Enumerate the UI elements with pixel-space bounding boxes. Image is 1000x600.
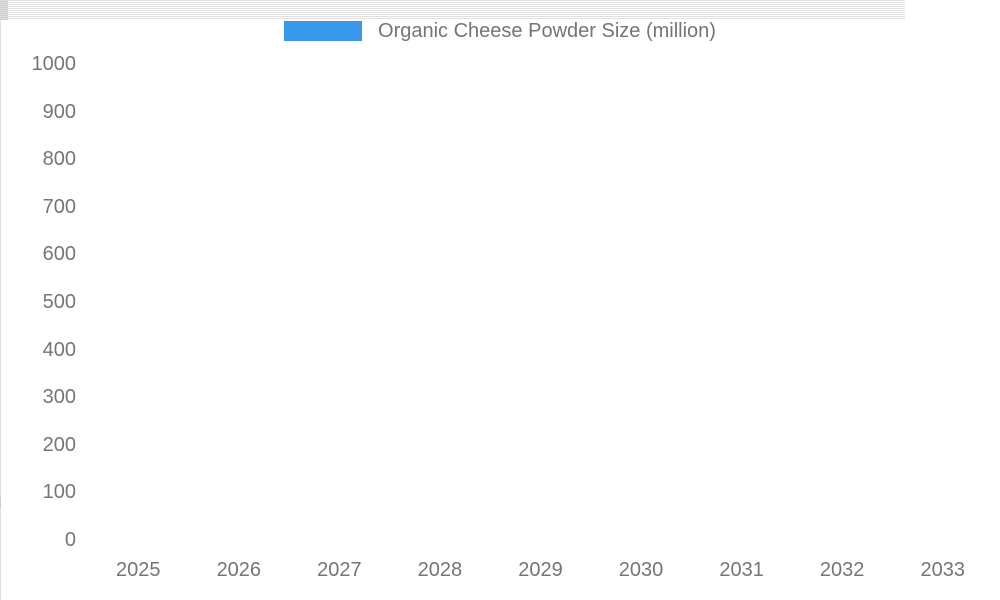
h-gridline (0, 2, 905, 3)
y-tick-label: 0 (64, 529, 76, 551)
bar-value-label: 732 (482, 288, 518, 311)
h-gridline (0, 12, 905, 13)
x-tick-label: 2027 (317, 559, 362, 581)
v-gridline (0, 20, 1, 496)
x-tick-label: 2028 (417, 559, 463, 581)
y-tick-mark (0, 17, 8, 18)
legend-label: Organic Cheese Powder Size (million) (378, 20, 716, 42)
y-tick-mark (0, 1, 8, 2)
y-tick-label: 100 (42, 481, 76, 504)
x-tick-mark (0, 496, 1, 508)
v-gridline (0, 508, 1, 600)
y-tick-label: 600 (42, 243, 76, 266)
y-tick-mark (0, 7, 8, 8)
y-tick-label: 900 (42, 100, 76, 123)
bar-value-label: 785 (482, 288, 518, 311)
h-gridline (0, 0, 905, 1)
x-tick-label: 2026 (216, 559, 262, 581)
legend-swatch-icon (284, 21, 363, 41)
x-tick-label: 2025 (116, 559, 161, 581)
h-gridline (0, 14, 905, 15)
y-tick-mark (0, 19, 8, 20)
x-tick-label: 2029 (518, 559, 563, 581)
x-tick-label: 2031 (719, 559, 764, 581)
bar-value-label: 520 (482, 288, 518, 311)
y-tick-mark (0, 3, 8, 4)
y-tick-label: 700 (42, 195, 76, 218)
bar-value-label: 595 (482, 288, 518, 311)
x-tick-label: 2033 (920, 559, 965, 581)
chart-legend[interactable]: Organic Cheese Powder Size (million) (0, 14, 1000, 48)
bar-value-label: 903 (482, 288, 518, 311)
x-tick-label: 2032 (819, 559, 865, 581)
y-tick-label: 1000 (31, 53, 77, 75)
y-tick-label: 500 (42, 291, 76, 313)
y-tick-mark (0, 13, 8, 14)
y-tick-mark (0, 11, 8, 12)
y-tick-label: 200 (42, 433, 76, 456)
h-gridline (0, 10, 905, 11)
h-gridline (0, 8, 905, 9)
y-tick-label: 400 (42, 338, 76, 361)
bar-value-label: 842 (482, 288, 518, 311)
y-tick-label: 300 (42, 386, 76, 409)
y-tick-mark (0, 15, 8, 16)
y-tick-mark (0, 5, 8, 6)
y-tick-label: 800 (42, 148, 76, 171)
h-gridline (0, 4, 905, 5)
h-gridline (0, 18, 905, 19)
h-gridline (0, 16, 905, 17)
h-gridline (0, 6, 905, 7)
bar-value-label: 556 (482, 288, 518, 311)
bar-value-label: 683 (482, 288, 518, 311)
bar-value-label: 637 (482, 288, 518, 311)
x-tick-label: 2030 (618, 559, 664, 581)
y-tick-mark (0, 9, 8, 10)
